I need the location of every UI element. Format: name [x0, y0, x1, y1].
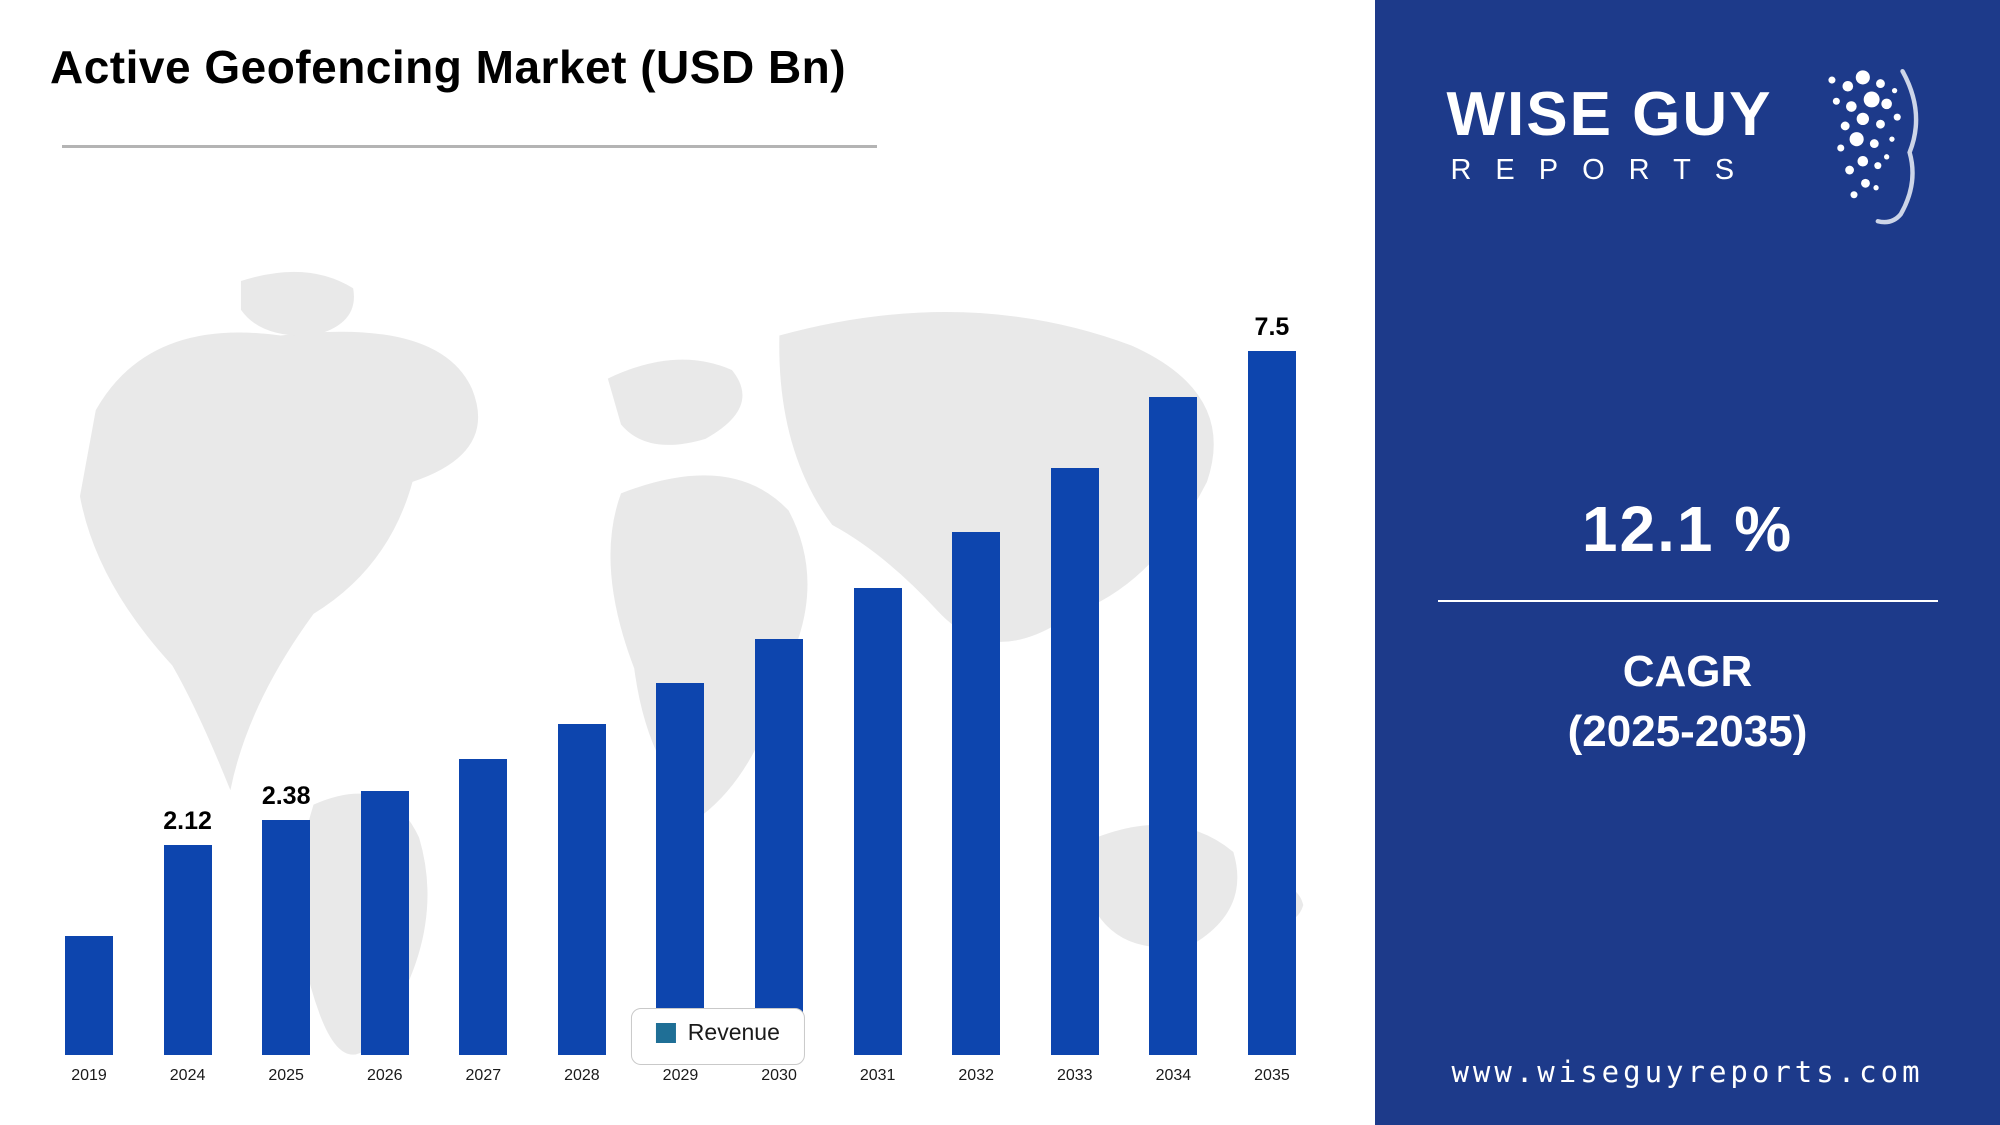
logo-head-dots-icon — [1827, 69, 1918, 225]
bar-column: 2026 — [354, 313, 416, 1084]
title-divider — [62, 145, 877, 148]
bar — [1050, 468, 1099, 1055]
brand-panel: WISE GUY REPORTS 12.1 % CA — [1375, 0, 2000, 1125]
bar — [656, 683, 705, 1055]
bar — [755, 638, 804, 1055]
x-axis-tick-label: 2025 — [268, 1067, 304, 1084]
bar — [65, 936, 113, 1055]
x-axis-tick-label: 2031 — [859, 1067, 896, 1084]
bar — [557, 723, 606, 1055]
cagr-range: (2025-2035) — [1567, 706, 1808, 756]
chart-legend: Revenue — [630, 1008, 805, 1065]
bar-column: 7.5 2035 — [1241, 313, 1303, 1084]
bar-chart: 2019 2.12 2024 2.38 2025 2026 2027 2028 2029 2030… — [58, 271, 1304, 1084]
bar-column: 2031 — [847, 313, 909, 1084]
cagr-label: CAGR — [1622, 647, 1753, 697]
x-axis-tick-label: 2027 — [465, 1067, 502, 1084]
bar — [952, 531, 1001, 1055]
x-axis-tick-label: 2026 — [366, 1067, 403, 1084]
bar-column: 2019 — [58, 313, 120, 1084]
bar — [1149, 397, 1198, 1055]
bar-plot: 2019 2.12 2024 2.38 2025 2026 2027 2028 2029 2030… — [58, 313, 1303, 1084]
website-url: www.wiseguyreports.com — [1451, 1055, 1924, 1089]
cagr-block: 12.1 % CAGR (2025-2035) — [1437, 492, 1938, 761]
bar — [262, 819, 311, 1055]
bar — [853, 588, 902, 1055]
x-axis-tick-label: 2024 — [169, 1067, 206, 1084]
bar — [360, 790, 409, 1055]
bar-column: 2.12 2024 — [157, 313, 219, 1084]
logo-name: WISE GUY — [1446, 80, 1773, 149]
x-axis-tick-label: 2035 — [1254, 1067, 1290, 1084]
bar — [1247, 351, 1296, 1055]
bar-value-label: 7.5 — [1254, 313, 1290, 341]
bar — [459, 759, 508, 1055]
x-axis-tick-label: 2028 — [564, 1067, 600, 1084]
wise-guy-logo: WISE GUY REPORTS — [1446, 58, 1928, 238]
legend-swatch — [655, 1022, 676, 1043]
bar-column: 2032 — [945, 313, 1007, 1084]
bar-column: 2033 — [1044, 313, 1106, 1084]
bar-column: 2030 — [748, 313, 810, 1084]
x-axis-tick-label: 2019 — [71, 1067, 107, 1084]
cagr-divider — [1437, 600, 1938, 603]
bar-value-label: 2.38 — [261, 781, 311, 810]
bar-column: 2028 — [551, 313, 613, 1084]
bar — [163, 845, 212, 1055]
x-axis-tick-label: 2030 — [761, 1067, 797, 1084]
x-axis-tick-label: 2033 — [1056, 1067, 1093, 1084]
logo-subtitle: REPORTS — [1450, 154, 1759, 186]
bar-column: 2.38 2025 — [255, 313, 317, 1084]
chart-title: Active Geofencing Market (USD Bn) — [50, 41, 847, 93]
x-axis-tick-label: 2029 — [662, 1067, 699, 1084]
bar-column: 2034 — [1142, 313, 1204, 1084]
bar-value-label: 2.12 — [163, 807, 212, 836]
cagr-value: 12.1 % — [1581, 493, 1794, 566]
bar-column: 2027 — [452, 313, 514, 1084]
x-axis-tick-label: 2034 — [1155, 1067, 1192, 1084]
logo-text: WISE GUY REPORTS — [1446, 58, 1772, 185]
chart-panel: Active Geofencing Market (USD Bn) 2019 2.… — [50, 41, 1304, 1084]
legend-label: Revenue — [687, 1019, 780, 1045]
bar-column: 2029 — [649, 313, 711, 1084]
x-axis-tick-label: 2032 — [958, 1067, 994, 1084]
